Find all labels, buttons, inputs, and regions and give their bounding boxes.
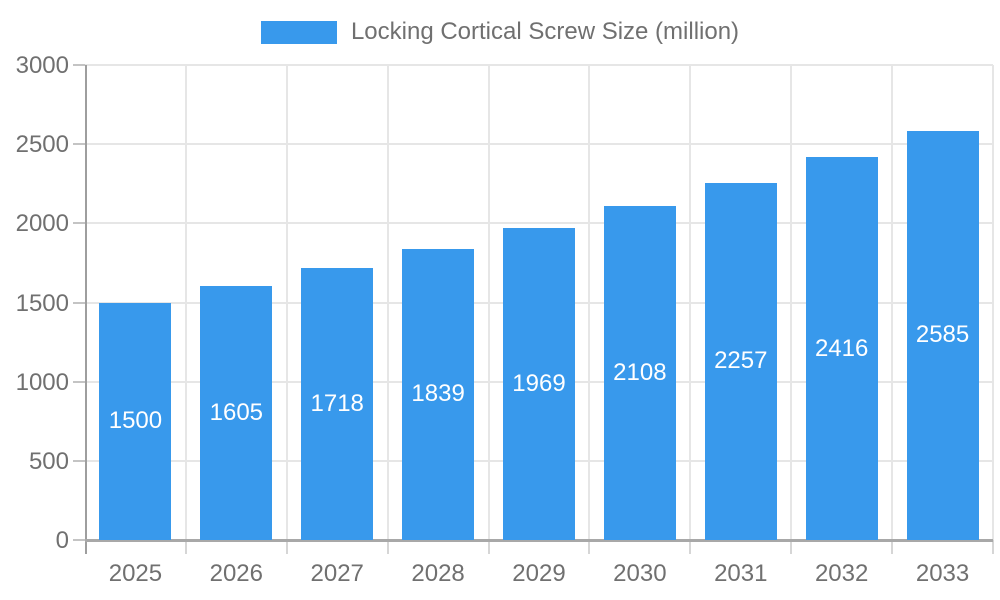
x-gridline [285,65,288,540]
bar-value-label: 2585 [915,321,970,349]
bar[interactable]: 1718 [301,267,374,540]
x-axis-label: 2029 [512,560,566,587]
x-axis-tick [386,540,389,554]
x-axis-label: 2030 [613,560,667,587]
bar[interactable]: 1839 [402,248,475,540]
y-gridline [85,143,993,146]
bar-value-label: 1500 [108,407,163,435]
x-gridline [184,65,187,540]
x-axis-label: 2033 [915,560,970,587]
y-axis-tick [73,539,85,541]
x-gridline [790,65,793,540]
x-axis-label: 2027 [310,560,364,587]
bar-value-label: 2416 [814,334,869,362]
x-axis-label: 2032 [814,560,869,587]
bar[interactable]: 1605 [200,285,273,540]
bar[interactable]: 2108 [603,206,676,540]
y-axis-label: 0 [55,527,69,554]
legend-swatch [260,20,337,44]
y-axis-tick [73,64,85,66]
bar[interactable]: 2257 [704,182,777,540]
y-axis-tick [73,222,85,225]
x-axis-label: 2031 [714,560,768,587]
x-axis-tick [790,540,793,554]
bar-value-label: 1839 [411,380,465,408]
x-axis-tick [588,540,591,554]
x-axis-tick [487,540,490,554]
y-axis-tick [73,459,85,462]
y-axis-line [85,65,87,554]
x-axis-tick [184,540,187,554]
x-gridline [689,65,692,540]
x-axis-label: 2025 [108,560,163,587]
legend[interactable]: Locking Cortical Screw Size (million) [0,20,1000,44]
y-axis-tick [73,143,85,146]
y-axis-label: 1500 [15,289,69,317]
y-axis-label: 1000 [15,368,69,396]
bar-value-label: 1718 [310,389,364,417]
x-gridline [891,65,894,540]
x-axis-label: 2028 [411,560,465,587]
x-axis-tick [285,540,288,554]
x-gridline [487,65,490,540]
bar[interactable]: 2585 [906,130,979,540]
x-gridline [588,65,591,540]
bar[interactable]: 1500 [99,302,172,540]
x-axis-tick [689,540,692,554]
y-axis-label: 3000 [15,52,69,79]
legend-label: Locking Cortical Screw Size (million) [350,18,740,45]
x-axis-line [85,539,993,542]
x-gridline [992,65,994,540]
y-axis-tick [73,380,85,383]
x-gridline [386,65,389,540]
x-axis-tick [891,540,894,554]
y-gridline [85,222,993,225]
bar-value-label: 2108 [613,359,667,387]
y-axis-tick [73,301,85,304]
y-axis-label: 2500 [15,131,69,159]
y-gridline [85,64,993,66]
bar-value-label: 2257 [714,347,768,375]
bar[interactable]: 1969 [503,228,575,540]
bar-value-label: 1969 [512,370,566,398]
y-axis-label: 2000 [15,210,69,238]
x-axis-tick [992,540,994,554]
bar-value-label: 1605 [209,398,264,426]
bar[interactable]: 2416 [805,157,878,540]
y-axis-label: 500 [28,447,69,475]
x-axis-label: 2026 [209,560,263,587]
